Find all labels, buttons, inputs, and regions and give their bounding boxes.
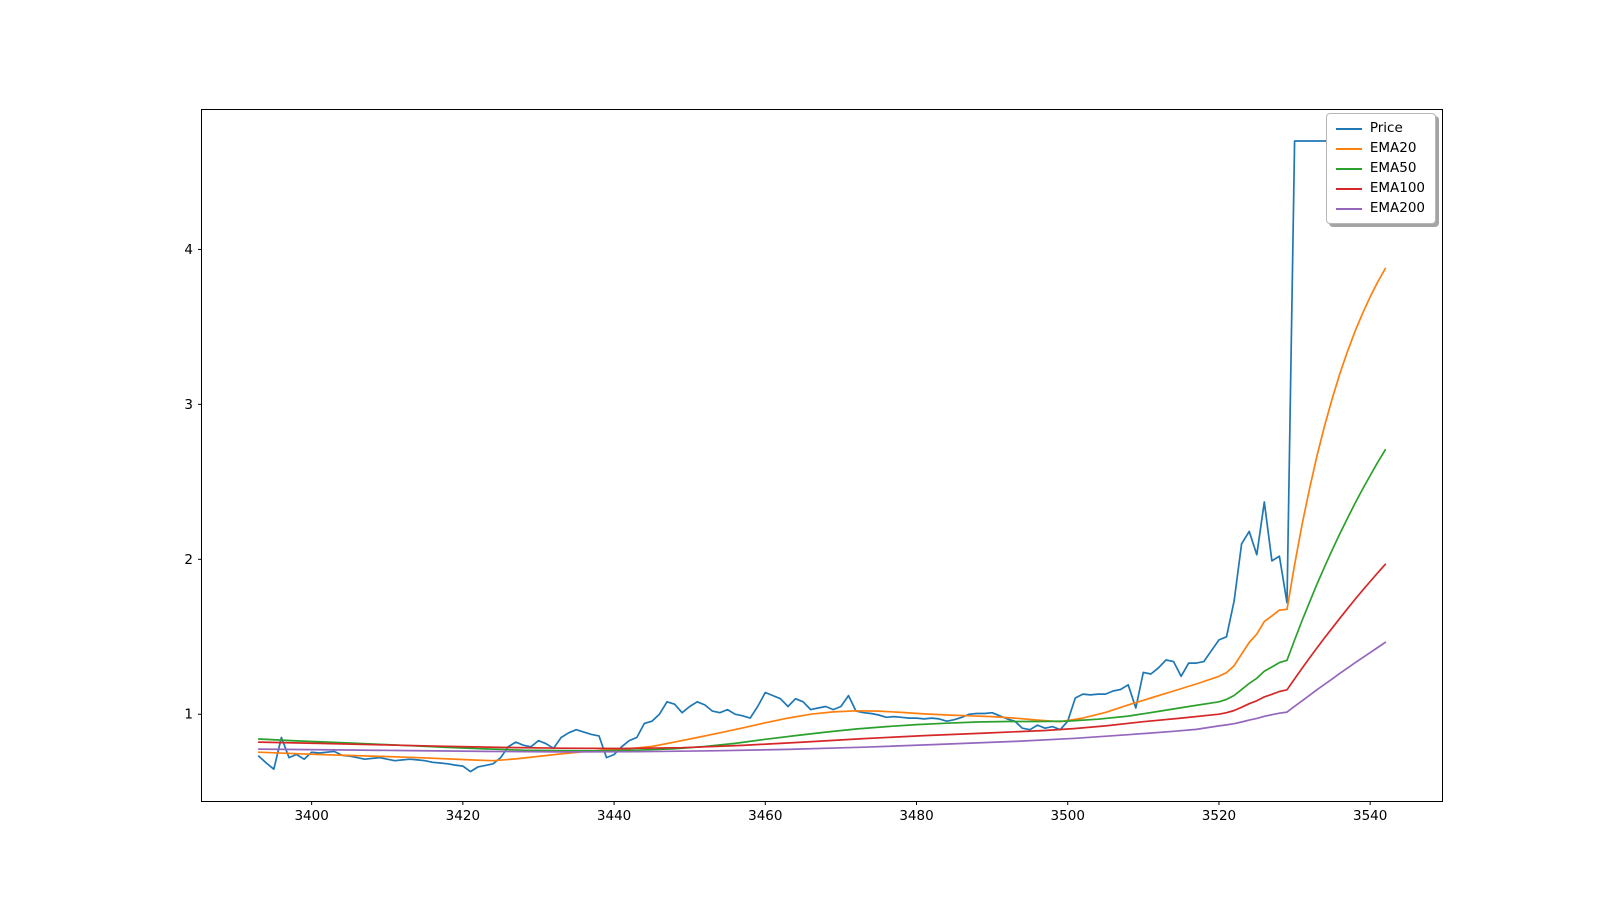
ema50-line-swatch bbox=[1335, 167, 1362, 170]
legend-label-ema50: EMA50 bbox=[1369, 160, 1417, 176]
legend-item-ema50: EMA50 bbox=[1335, 160, 1425, 177]
legend-label-ema100: EMA100 bbox=[1369, 180, 1425, 196]
legend-label-ema20: EMA20 bbox=[1369, 140, 1417, 156]
x-tick-label: 3500 bbox=[1051, 808, 1085, 824]
ema20-line-swatch bbox=[1335, 147, 1362, 150]
y-tick-label: 3 bbox=[184, 397, 193, 413]
y-tick-label: 1 bbox=[184, 707, 193, 723]
legend-label-ema200: EMA200 bbox=[1369, 200, 1425, 216]
legend-label-price: Price bbox=[1369, 120, 1403, 136]
y-tick-label: 2 bbox=[184, 552, 193, 568]
y-tick-label: 4 bbox=[184, 242, 193, 258]
ema100-line bbox=[257, 563, 1387, 750]
price-line-swatch bbox=[1335, 127, 1362, 130]
legend: Price EMA20 EMA50 EMA100 EMA200 bbox=[1325, 113, 1436, 224]
x-tick-label: 3400 bbox=[294, 808, 328, 824]
ema200-line-swatch bbox=[1335, 207, 1362, 210]
chart-canvas: 3400 3420 3440 3460 3480 3500 3520 3540 1 2 3 4 bbox=[184, 140, 1387, 824]
legend-item-ema20: EMA20 bbox=[1335, 140, 1425, 157]
x-tick-label: 3460 bbox=[748, 808, 782, 824]
legend-item-ema100: EMA100 bbox=[1335, 180, 1425, 197]
x-tick-label: 3520 bbox=[1202, 808, 1236, 824]
ema100-line-swatch bbox=[1335, 187, 1362, 190]
ema20-line bbox=[257, 267, 1387, 762]
x-tick-label: 3440 bbox=[597, 808, 631, 824]
legend-item-ema200: EMA200 bbox=[1335, 200, 1425, 217]
ema50-line bbox=[257, 448, 1387, 752]
x-tick-label: 3480 bbox=[899, 808, 933, 824]
price-line bbox=[257, 140, 1387, 773]
plot-area: 3400 3420 3440 3460 3480 3500 3520 3540 1 2 3 4 Pri… bbox=[184, 109, 1443, 824]
x-tick-label: 3540 bbox=[1353, 808, 1387, 824]
legend-item-price: Price bbox=[1335, 120, 1425, 137]
x-tick-label: 3420 bbox=[446, 808, 480, 824]
ema200-line bbox=[257, 641, 1387, 753]
